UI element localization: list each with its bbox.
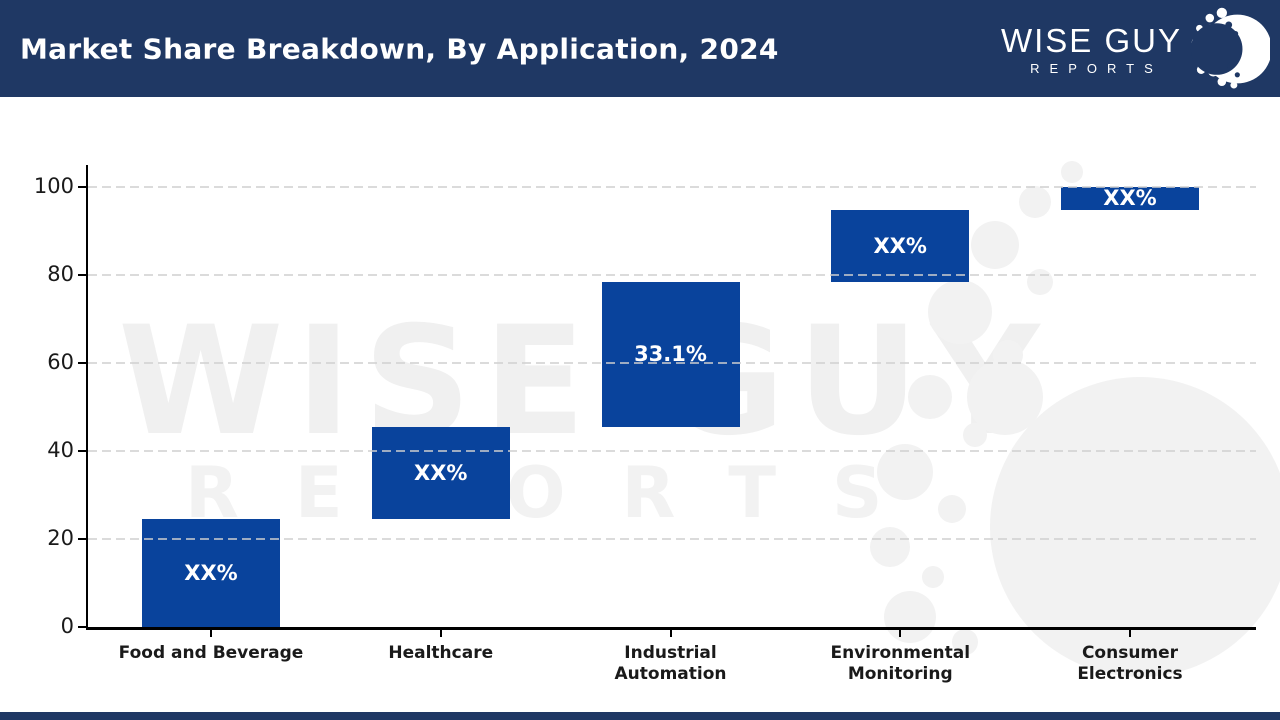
bar-value-label: XX% — [414, 460, 468, 485]
y-tick-mark — [78, 538, 86, 540]
bar-industrial-automation: 33.1% — [601, 281, 740, 428]
app-header: Market Share Breakdown, By Application, … — [0, 0, 1280, 97]
y-tick-label: 60 — [47, 350, 74, 374]
background-watermark-head-dots-icon — [870, 161, 1280, 677]
x-tick-mark — [899, 629, 902, 637]
page-title: Market Share Breakdown, By Application, … — [20, 32, 779, 65]
x-tick-label-industrial-automation: Industrial Automation — [614, 643, 727, 685]
footer-bar — [0, 712, 1280, 720]
brand-wordmark-text: WISE GUY — [1000, 22, 1182, 59]
brand-logo: WISE GUY REPORTS — [1001, 4, 1270, 94]
y-tick-label: 80 — [47, 262, 74, 286]
y-tick-label: 100 — [33, 174, 74, 198]
y-tick-label: 0 — [60, 614, 74, 638]
brand-wordmark: WISE GUY REPORTS — [1001, 22, 1182, 76]
chart-area: WISE GUY REPORTS XX% XX% 33.1% XX% XX% 0 20 40 6… — [0, 97, 1280, 712]
x-tick-mark — [669, 629, 672, 637]
y-tick-label: 40 — [47, 438, 74, 462]
dotted-head-profile-icon — [1190, 7, 1270, 89]
x-tick-label-environmental-monitoring: Environmental Monitoring — [830, 643, 971, 685]
y-tick-mark — [78, 274, 86, 276]
bar-consumer-electronics: XX% — [1061, 186, 1199, 211]
y-axis-spine — [86, 165, 88, 628]
x-tick-mark — [1129, 629, 1131, 637]
x-tick-label-healthcare: Healthcare — [388, 643, 494, 663]
y-tick-mark — [78, 626, 86, 628]
bar-environmental-monitoring: XX% — [831, 209, 970, 282]
bar-value-label: XX% — [873, 233, 927, 258]
x-tick-mark — [439, 629, 442, 637]
background-watermark-wordmark: WISE GUY — [118, 295, 1052, 469]
brand-subtext: REPORTS — [1030, 61, 1163, 76]
bar-value-label: XX% — [1103, 186, 1157, 211]
x-tick-label-consumer-electronics: Consumer Electronics — [1077, 643, 1183, 685]
bar-value-label: 33.1% — [634, 342, 707, 367]
y-tick-label: 20 — [47, 526, 74, 550]
x-axis-spine — [86, 627, 1256, 630]
y-tick-mark — [78, 450, 86, 452]
x-tick-label-food-and-beverage: Food and Beverage — [118, 643, 304, 663]
y-tick-mark — [78, 186, 86, 188]
background-watermark-subtext: REPORTS — [185, 452, 939, 534]
bar-healthcare: XX% — [371, 427, 510, 519]
x-tick-mark — [210, 629, 212, 637]
y-tick-mark — [78, 362, 86, 364]
bar-value-label: XX% — [184, 560, 238, 585]
bar-food-and-beverage: XX% — [142, 518, 280, 627]
